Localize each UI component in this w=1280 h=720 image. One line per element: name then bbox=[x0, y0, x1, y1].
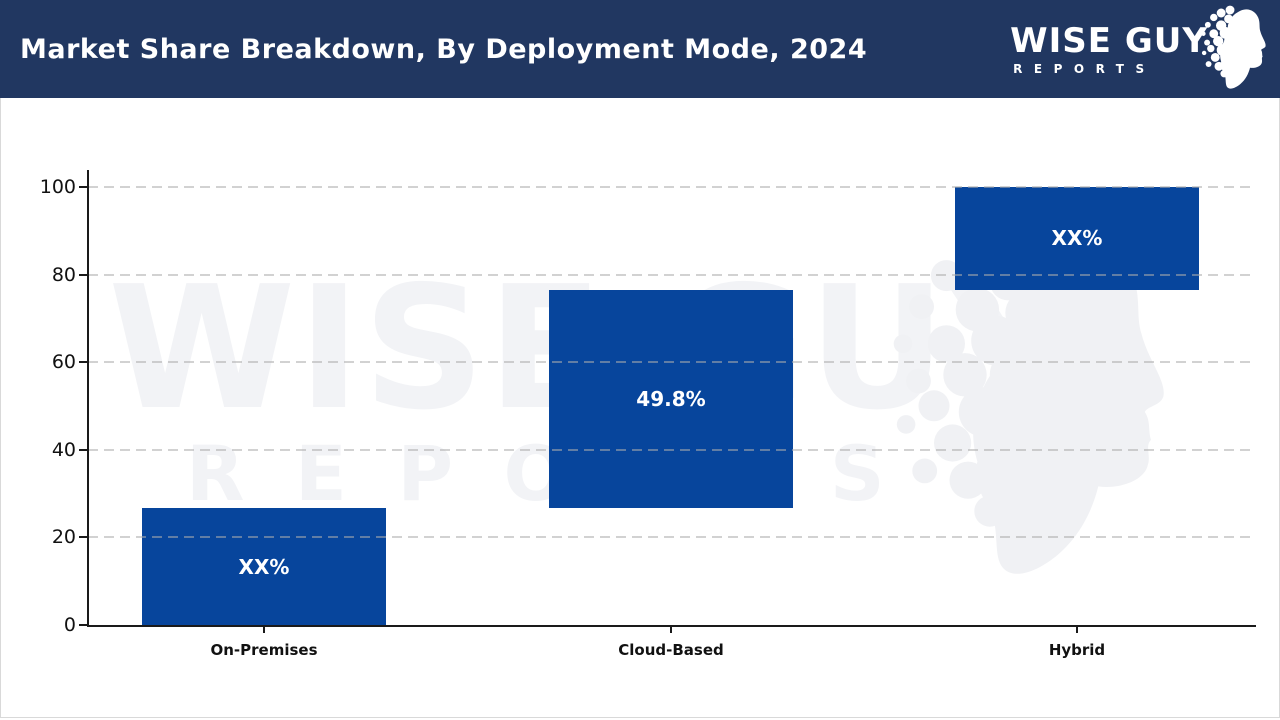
y-tick-mark bbox=[79, 361, 87, 364]
x-tick-mark bbox=[1076, 625, 1078, 633]
x-category-label-2: Cloud-Based bbox=[618, 641, 724, 659]
gridline-100 bbox=[88, 186, 1256, 188]
y-tick-mark bbox=[79, 186, 87, 188]
bar-value-label: 49.8% bbox=[636, 386, 706, 411]
bar-value-label: XX% bbox=[238, 554, 290, 579]
x-category-label-1: On-Premises bbox=[210, 641, 318, 659]
chart-canvas: WISE GUY R E P O R T S XX% 49.8% XX% 0 20 40 6… bbox=[0, 98, 1280, 720]
x-axis-line bbox=[87, 625, 1256, 627]
gridline-80 bbox=[88, 273, 1256, 276]
header-bar: Market Share Breakdown, By Deployment Mo… bbox=[0, 0, 1280, 98]
page-title: Market Share Breakdown, By Deployment Mo… bbox=[20, 33, 868, 65]
brand-text: WISE GUY REPORTS bbox=[1010, 24, 1208, 76]
brand-face-icon bbox=[1201, 5, 1266, 89]
x-tick-mark bbox=[670, 625, 672, 633]
y-tick-mark bbox=[79, 273, 87, 276]
gridline-20 bbox=[88, 536, 1256, 539]
gridline-40 bbox=[88, 448, 1256, 451]
y-tick-label: 80 bbox=[51, 263, 76, 286]
y-tick-label: 40 bbox=[51, 438, 76, 461]
gridline-60 bbox=[88, 361, 1256, 364]
y-tick-mark bbox=[79, 448, 87, 451]
y-tick-label: 0 bbox=[63, 614, 76, 636]
y-tick-label: 60 bbox=[51, 351, 76, 374]
y-tick-label: 20 bbox=[51, 526, 76, 549]
brand-name: WISE GUY bbox=[1010, 21, 1208, 61]
bar-on-premises bbox=[142, 508, 386, 625]
bar-value-label: XX% bbox=[1051, 226, 1103, 251]
brand-logo: WISE GUY REPORTS bbox=[1010, 4, 1270, 96]
brand-subtitle: REPORTS bbox=[1013, 62, 1156, 76]
y-tick-mark bbox=[79, 536, 87, 539]
bar-cloud-based bbox=[549, 289, 793, 509]
y-axis-line bbox=[87, 170, 89, 627]
x-tick-mark bbox=[263, 625, 265, 633]
x-category-label-3: Hybrid bbox=[1048, 641, 1106, 659]
y-tick-mark bbox=[79, 624, 87, 626]
y-tick-label: 100 bbox=[39, 176, 76, 198]
